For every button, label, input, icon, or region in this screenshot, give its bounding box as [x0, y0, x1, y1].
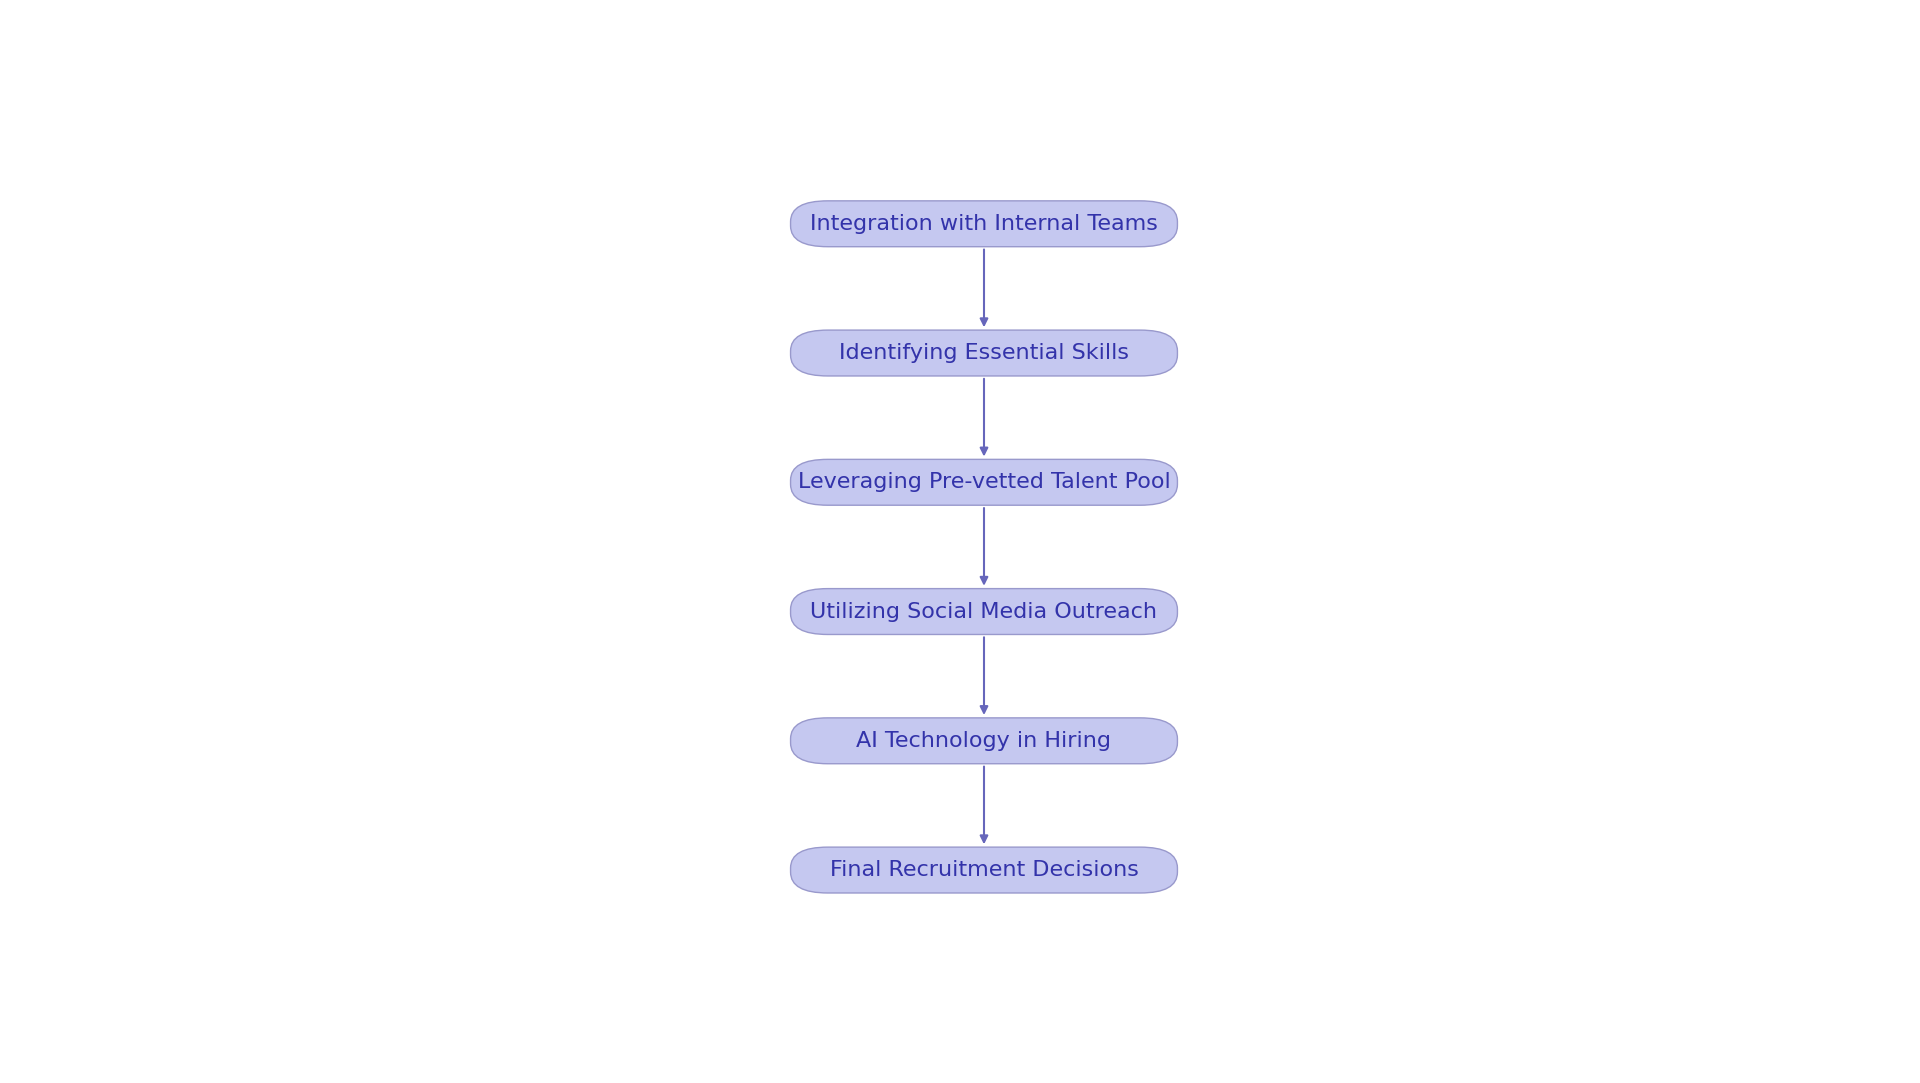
FancyBboxPatch shape — [791, 459, 1177, 506]
Text: Utilizing Social Media Outreach: Utilizing Social Media Outreach — [810, 601, 1158, 622]
Text: Integration with Internal Teams: Integration with Internal Teams — [810, 213, 1158, 234]
FancyBboxPatch shape — [791, 718, 1177, 764]
Text: AI Technology in Hiring: AI Technology in Hiring — [856, 731, 1112, 751]
FancyBboxPatch shape — [791, 589, 1177, 635]
FancyBboxPatch shape — [791, 330, 1177, 376]
Text: Final Recruitment Decisions: Final Recruitment Decisions — [829, 860, 1139, 880]
FancyBboxPatch shape — [791, 847, 1177, 893]
Text: Identifying Essential Skills: Identifying Essential Skills — [839, 343, 1129, 363]
FancyBboxPatch shape — [791, 200, 1177, 247]
Text: Leveraging Pre-vetted Talent Pool: Leveraging Pre-vetted Talent Pool — [797, 472, 1171, 493]
